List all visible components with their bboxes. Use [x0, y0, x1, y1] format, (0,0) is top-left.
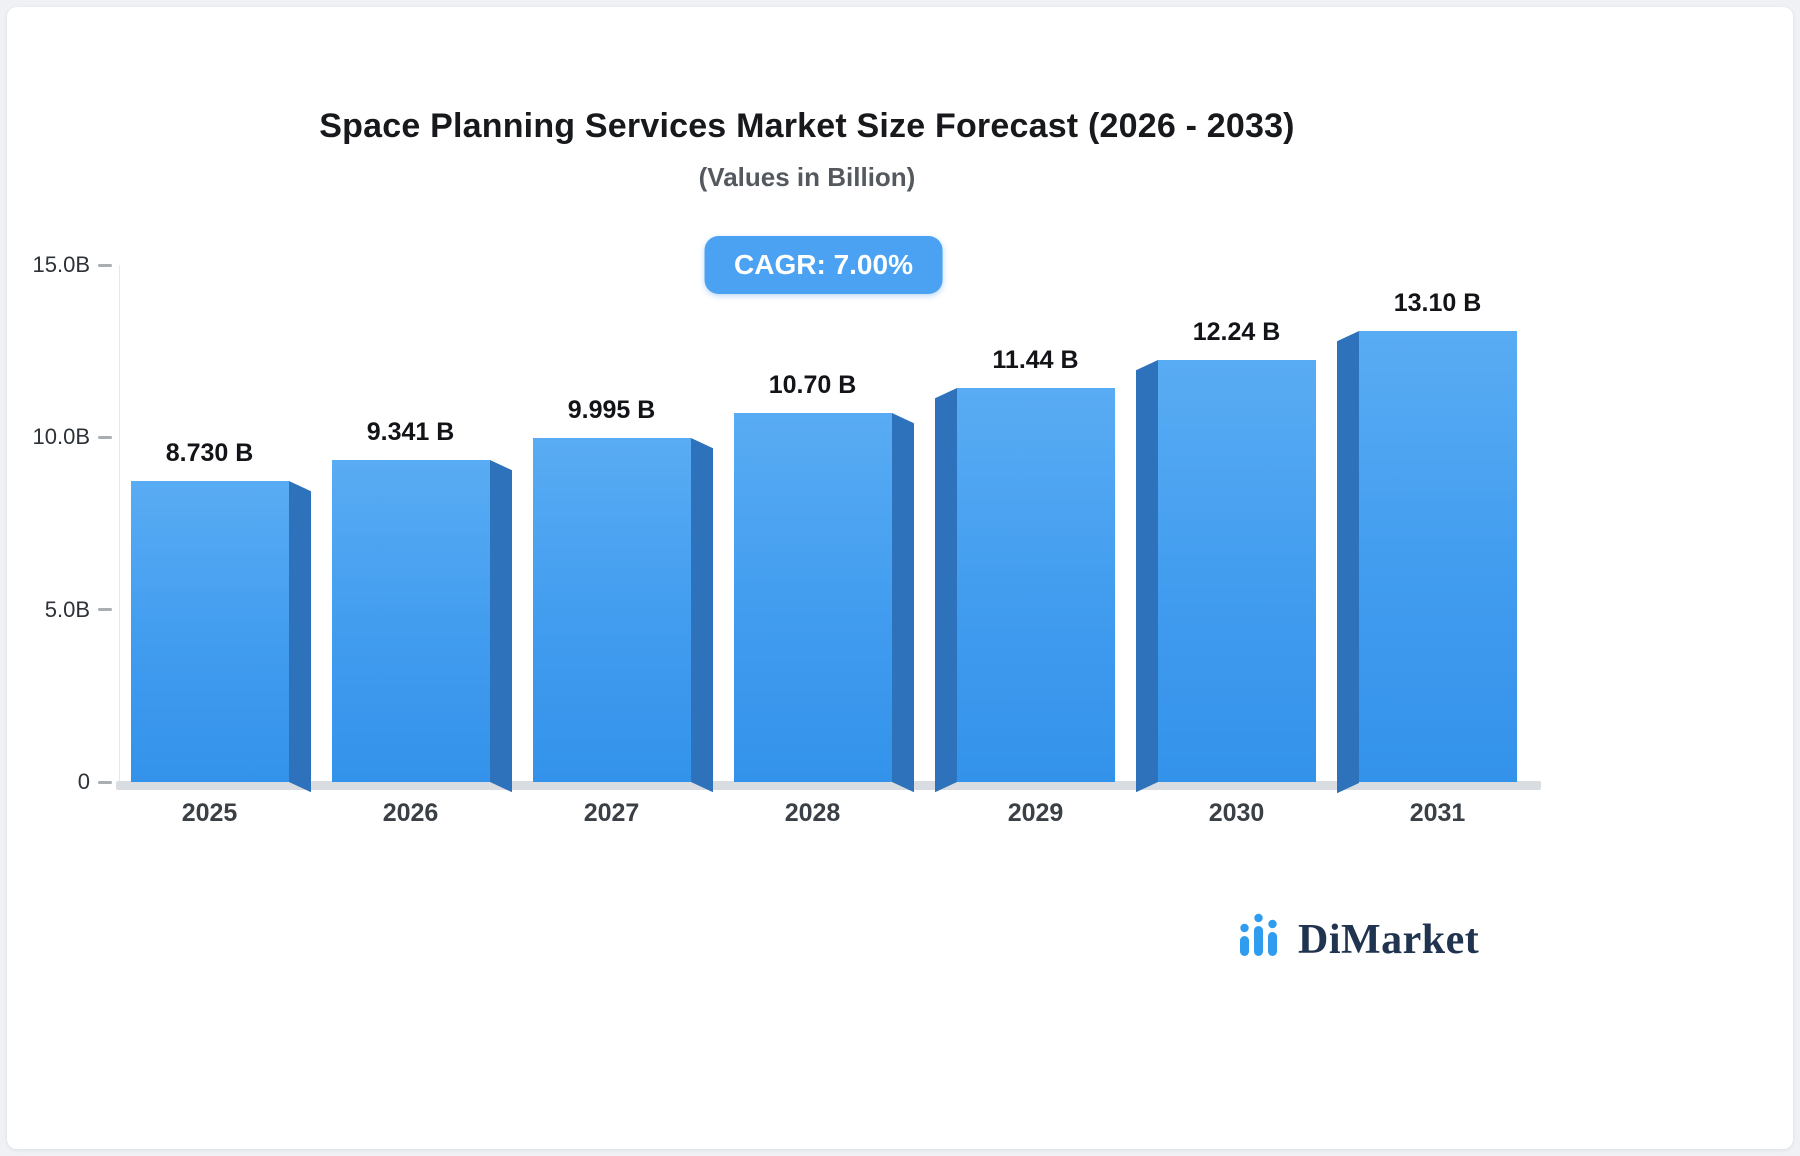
bar-side-face: [489, 460, 512, 793]
chart-card: Space Planning Services Market Size Fore…: [7, 7, 1793, 1149]
bar: [1336, 330, 1517, 793]
bar-front-face: [1358, 330, 1517, 782]
bar: [130, 481, 311, 793]
tick-dash-icon: [98, 263, 112, 267]
x-axis-label: 2029: [1007, 799, 1064, 827]
bar-value-label: 12.24 B: [1192, 318, 1281, 347]
bar-value-label: 9.995 B: [567, 395, 656, 424]
bar-group: 10.70 B 2028: [723, 265, 924, 827]
bar-value-label: 13.10 B: [1393, 288, 1482, 317]
bar-group: 11.44 B 2029: [924, 265, 1125, 827]
bar-value-label: 8.730 B: [165, 439, 254, 468]
bar-value-label: 11.44 B: [992, 345, 1079, 374]
tick-dash-icon: [98, 780, 112, 784]
x-axis-label: 2025: [181, 799, 238, 827]
brand-logo-text: DiMarket: [1298, 917, 1480, 963]
bar-front-face: [956, 387, 1115, 782]
y-axis-tick-label: 5.0B: [44, 596, 90, 622]
chart-subtitle: (Values in Billion): [698, 162, 916, 192]
plot-area: CAGR: 7.00% 15.0B 10.0B 5.0B 0 8.730 B 2025 9.…: [33, 236, 1541, 827]
bar-group: 9.995 B 2027: [522, 265, 723, 827]
bar: [1135, 360, 1316, 793]
brand-logo: DiMarket: [1239, 910, 1479, 961]
bar-group: 13.10 B 2031: [1326, 265, 1527, 827]
bar-group: 12.24 B 2030: [1125, 265, 1326, 827]
bar-side-face: [1336, 330, 1359, 793]
y-axis-tick: 5.0B: [28, 597, 112, 623]
bar-front-face: [532, 437, 691, 782]
bar-front-face: [1157, 360, 1316, 782]
x-axis-label: 2030: [1208, 799, 1265, 827]
y-axis-tick: 10.0B: [28, 424, 112, 450]
bar-side-face: [288, 481, 311, 793]
bar-value-label: 10.70 B: [768, 371, 857, 400]
bar-side-face: [1135, 360, 1158, 793]
tick-dash-icon: [98, 608, 112, 612]
cagr-badge: CAGR: 7.00%: [704, 236, 943, 294]
bar-group: 8.730 B 2025: [120, 265, 321, 827]
bar: [331, 460, 512, 793]
tick-dash-icon: [98, 435, 112, 439]
bar-side-face: [690, 437, 713, 793]
chart-content: Space Planning Services Market Size Fore…: [27, 7, 1587, 827]
bar-side-face: [934, 387, 957, 793]
y-axis-tick-label: 15.0B: [32, 252, 91, 277]
y-axis-tick-label: 10.0B: [32, 424, 91, 450]
y-axis-tick: 0: [28, 769, 112, 795]
bar-value-label: 9.341 B: [366, 418, 455, 447]
x-axis-label: 2026: [382, 799, 439, 827]
y-axis-tick: 15.0B: [28, 252, 112, 278]
bar-front-face: [733, 413, 892, 782]
chart-title: Space Planning Services Market Size Fore…: [319, 107, 1295, 145]
y-axis-tick-label: 0: [77, 769, 90, 794]
bar-front-face: [130, 481, 289, 782]
brand-chart-icon: [1239, 910, 1287, 961]
bar-front-face: [331, 460, 490, 782]
bar: [532, 437, 713, 793]
bar-side-face: [891, 413, 914, 793]
x-axis-label: 2027: [583, 799, 640, 827]
bar-group: 9.341 B 2026: [321, 265, 522, 827]
x-axis-label: 2028: [784, 799, 841, 827]
baseline: [116, 781, 1541, 790]
bar: [733, 413, 914, 793]
bar-chart: CAGR: 7.00% 15.0B 10.0B 5.0B 0 8.730 B 2025 9.…: [27, 236, 1587, 827]
bar: [934, 387, 1115, 793]
x-axis-label: 2031: [1409, 799, 1466, 827]
